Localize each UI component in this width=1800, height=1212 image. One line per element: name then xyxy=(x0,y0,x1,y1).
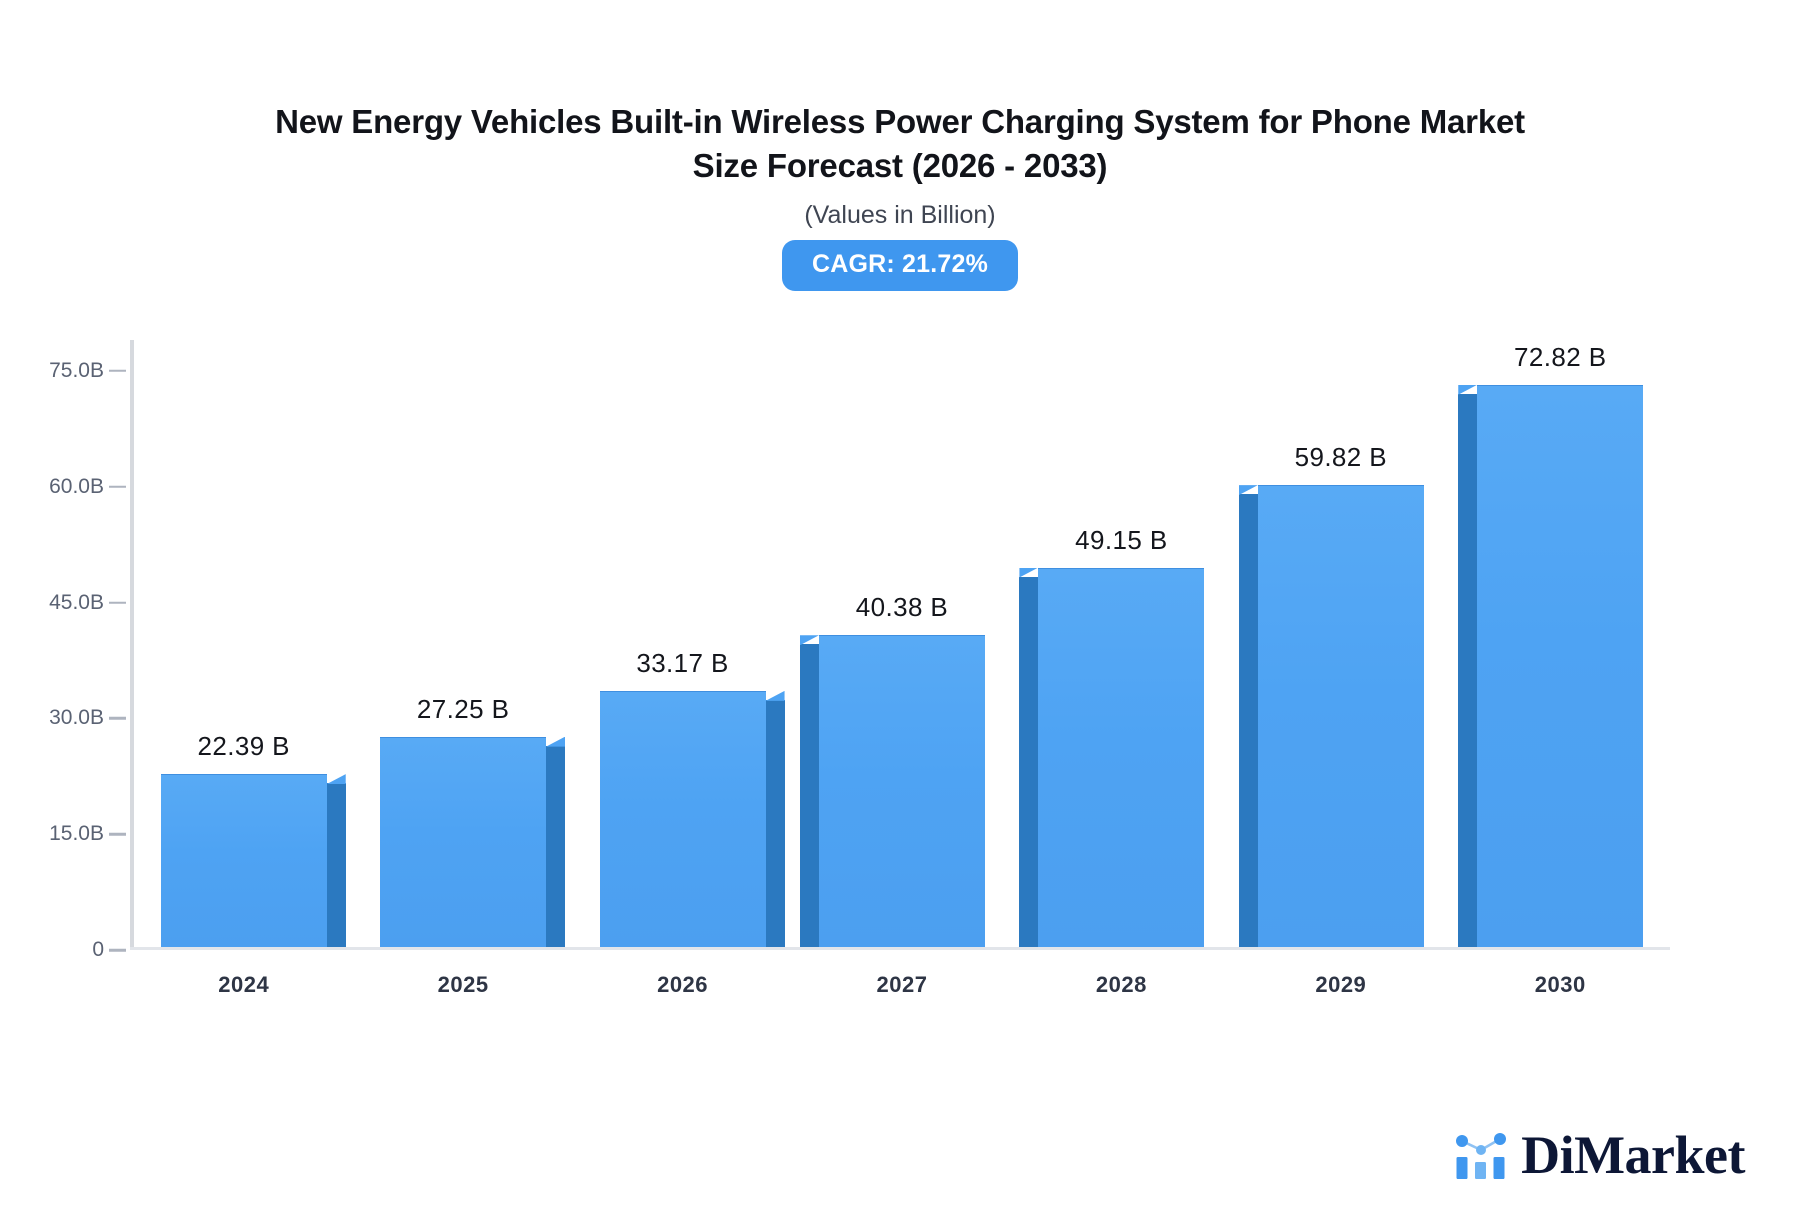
page-title: New Energy Vehicles Built-in Wireless Po… xyxy=(275,103,1525,184)
bar-chart-logo-icon xyxy=(1456,1133,1507,1179)
x-axis-line xyxy=(130,947,1670,950)
bar-value-label: 72.82 B xyxy=(1514,341,1607,372)
bar-2026[interactable]: 33.17 B xyxy=(599,648,785,947)
bar-top-cap xyxy=(326,774,346,785)
bar-2029[interactable]: 59.82 B xyxy=(1238,442,1424,947)
bar-slot: 27.25 B xyxy=(353,340,572,947)
brand-logo: DiMarket xyxy=(1453,1128,1745,1182)
bar-2025[interactable]: 27.25 B xyxy=(380,694,566,947)
logo-text: DiMarket xyxy=(1521,1125,1745,1185)
x-tick-label: 2030 xyxy=(1534,972,1586,997)
x-tick-label: 2024 xyxy=(218,972,270,997)
bar-front-face xyxy=(599,690,766,947)
y-tick-label: 15.0B xyxy=(49,822,130,846)
bar-top-cap xyxy=(1458,384,1478,395)
bar-front-face xyxy=(380,736,547,947)
chart-header: New Energy Vehicles Built-in Wireless Po… xyxy=(130,100,1670,292)
bar-2030[interactable]: 72.82 B xyxy=(1458,342,1644,947)
bar-value-label: 49.15 B xyxy=(1075,524,1168,555)
bar-slot: 33.17 B xyxy=(573,340,792,947)
bar-value-label: 33.17 B xyxy=(636,647,729,678)
y-tick-dash xyxy=(109,717,126,720)
bar-top-cap xyxy=(1019,567,1039,578)
y-tick-dash xyxy=(109,601,126,604)
bar-value-label: 27.25 B xyxy=(416,693,510,724)
bar-2028[interactable]: 49.15 B xyxy=(1019,525,1205,947)
y-tick-label: 45.0B xyxy=(49,591,130,615)
y-tick-label: 30.0B xyxy=(49,706,130,730)
cagr-badge: CAGR: 21.72% xyxy=(781,240,1019,292)
bar-slot: 72.82 B xyxy=(1451,340,1670,947)
chart-subtitle: (Values in Billion) xyxy=(804,201,996,230)
bar-side-face xyxy=(546,745,566,947)
x-tick-label: 2028 xyxy=(1095,972,1147,997)
bar-side-face xyxy=(326,783,346,947)
x-axis-ticks: 2024 2025 2026 2027 2028 2029 2030 xyxy=(134,972,1670,998)
bar-value-label: 22.39 B xyxy=(197,731,290,762)
bar-front-face xyxy=(1038,567,1205,947)
bar-slot: 59.82 B xyxy=(1231,340,1450,947)
bar-side-face xyxy=(1019,576,1039,947)
bar-side-face xyxy=(1458,393,1478,947)
y-tick-label: 75.0B xyxy=(49,359,130,383)
bar-group: 22.39 B 27.25 B 33.17 B 40.38 B 49.15 B 59.82… xyxy=(134,340,1670,947)
y-tick-dash xyxy=(109,369,126,373)
x-tick-label: 2029 xyxy=(1315,972,1367,997)
x-tick-label: 2025 xyxy=(437,972,489,997)
bar-top-cap xyxy=(546,736,566,747)
bar-value-label: 40.38 B xyxy=(855,592,949,623)
y-axis-line xyxy=(130,340,134,950)
y-tick-label: 0 xyxy=(92,938,130,962)
y-tick-dash xyxy=(109,948,126,952)
bar-slot: 22.39 B xyxy=(134,340,353,947)
bar-top-cap xyxy=(765,690,785,701)
bar-front-face xyxy=(160,774,327,947)
bar-front-face xyxy=(1257,485,1424,947)
x-tick-label: 2027 xyxy=(876,972,928,997)
y-tick-dash xyxy=(109,832,126,836)
bar-2024[interactable]: 22.39 B xyxy=(160,731,346,947)
bar-value-label: 59.82 B xyxy=(1294,442,1388,473)
plot-area: 0 15.0B 30.0B 45.0B 60.0B 75.0B 22.39 B 27.25 … xyxy=(49,340,1670,997)
bar-slot: 40.38 B xyxy=(792,340,1011,947)
bar-side-face xyxy=(1238,494,1258,947)
y-tick-dash xyxy=(109,485,126,488)
bar-side-face xyxy=(765,699,785,947)
bar-front-face xyxy=(818,635,985,947)
bar-side-face xyxy=(799,644,819,947)
bar-top-cap xyxy=(1238,485,1258,496)
x-tick-label: 2026 xyxy=(657,972,709,997)
bar-front-face xyxy=(1477,384,1644,947)
y-tick-label: 60.0B xyxy=(49,475,130,499)
bar-slot: 49.15 B xyxy=(1012,340,1231,947)
bar-2027[interactable]: 40.38 B xyxy=(799,592,985,947)
bar-top-cap xyxy=(799,635,819,646)
